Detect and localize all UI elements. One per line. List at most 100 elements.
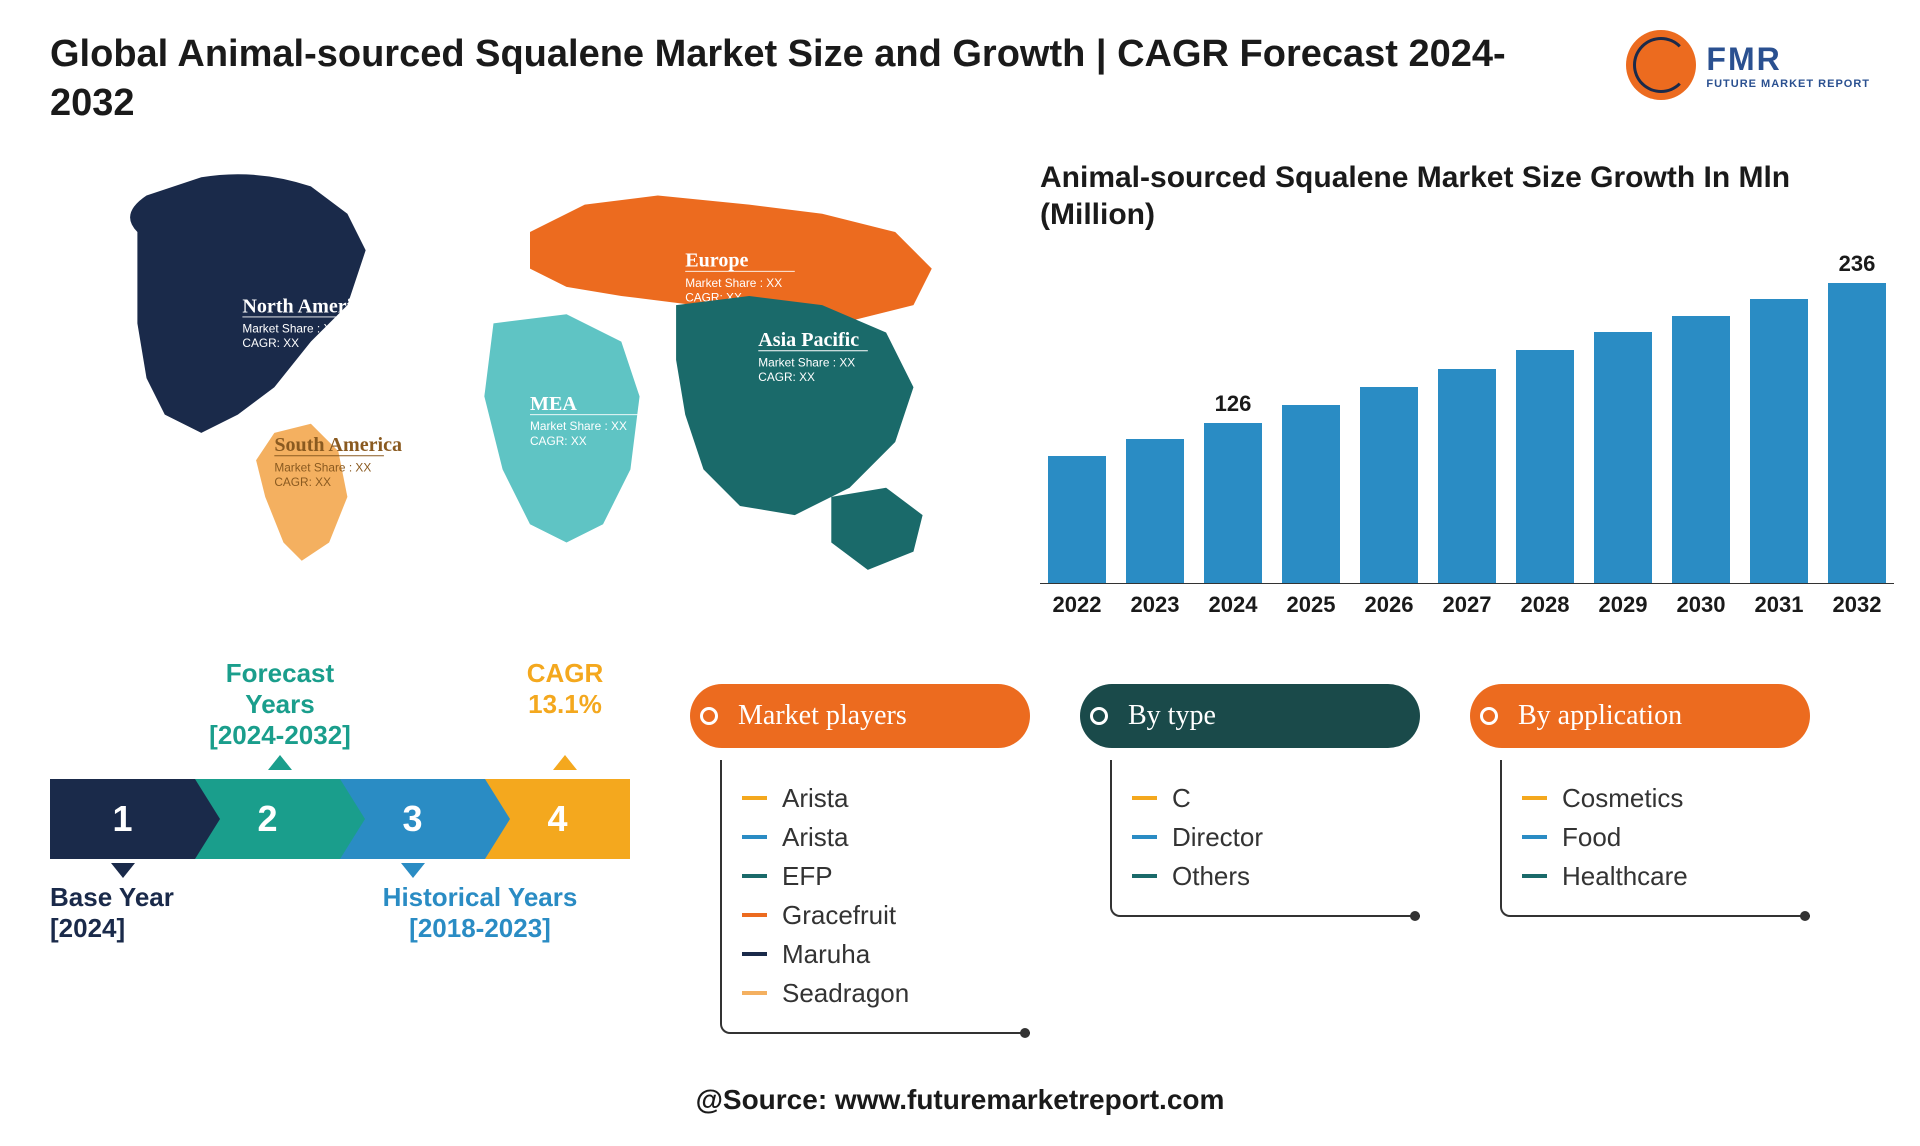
bar-rect — [1048, 456, 1106, 583]
bar-rect — [1516, 350, 1574, 583]
logo-icon — [1626, 30, 1696, 100]
bar-rect — [1828, 283, 1886, 583]
bar-rect — [1750, 299, 1808, 582]
bar-value-label: 126 — [1215, 391, 1252, 417]
bar-rect — [1672, 316, 1730, 583]
dash-icon — [1522, 874, 1547, 878]
category-item: Gracefruit — [742, 900, 1030, 931]
category-item: Others — [1132, 861, 1420, 892]
category-item: Cosmetics — [1522, 783, 1810, 814]
bar-2031 — [1747, 267, 1811, 582]
svg-text:Asia Pacific: Asia Pacific — [758, 329, 859, 351]
timeline-segment-1: 1 — [50, 779, 195, 859]
bar-rect — [1126, 439, 1184, 583]
fmr-logo: FMR FUTURE MARKET REPORT — [1626, 30, 1870, 100]
category-pill: Market players — [690, 684, 1030, 748]
bar-2030 — [1669, 284, 1733, 583]
svg-text:MEA: MEA — [530, 393, 577, 415]
bar-year-label: 2025 — [1279, 592, 1343, 618]
historical-label: Historical Years [2018-2023] — [360, 882, 600, 944]
dash-icon — [742, 796, 767, 800]
bar-2024: 126 — [1201, 391, 1265, 583]
bar-year-label: 2022 — [1045, 592, 1109, 618]
svg-text:CAGR: XX: CAGR: XX — [530, 434, 587, 448]
category-pill: By application — [1470, 684, 1810, 748]
bar-value-label: 236 — [1839, 251, 1876, 277]
page-title: Global Animal-sourced Squalene Market Si… — [50, 30, 1550, 129]
category-item: Healthcare — [1522, 861, 1810, 892]
bar-chart-xaxis: 2022202320242025202620272028202920302031… — [1040, 584, 1894, 618]
category-title: By application — [1518, 700, 1682, 732]
category-item-text: C — [1172, 783, 1191, 814]
bar-rect — [1438, 369, 1496, 583]
dash-icon — [1522, 796, 1547, 800]
svg-text:Market Share : XX: Market Share : XX — [685, 276, 782, 290]
arrow-down-icon — [111, 863, 135, 878]
category-column: By application Cosmetics Food Healthcare — [1470, 684, 1810, 1034]
bar-year-label: 2024 — [1201, 592, 1265, 618]
category-item: Arista — [742, 822, 1030, 853]
bar-2025 — [1279, 373, 1343, 583]
bar-rect — [1594, 332, 1652, 582]
category-pill: By type — [1080, 684, 1420, 748]
dash-icon — [742, 913, 767, 917]
source-text: @Source: www.futuremarketreport.com — [696, 1084, 1225, 1116]
cagr-label: CAGR 13.1% — [490, 658, 640, 751]
svg-text:CAGR: XX: CAGR: XX — [274, 475, 331, 489]
svg-text:Market Share : XX: Market Share : XX — [530, 419, 627, 433]
svg-text:South America: South America — [274, 434, 402, 456]
category-item-text: Arista — [782, 783, 848, 814]
category-column: By type C Director Others — [1080, 684, 1420, 1034]
bar-2023 — [1123, 407, 1187, 583]
svg-text:Market Share : XX: Market Share : XX — [242, 321, 339, 335]
bar-chart: 126 236 — [1040, 244, 1894, 584]
category-bracket: Cosmetics Food Healthcare — [1500, 760, 1810, 917]
logo-text-sub: FUTURE MARKET REPORT — [1706, 78, 1870, 90]
world-map: North AmericaMarket Share : XXCAGR: XXSo… — [50, 159, 1010, 579]
category-item: Food — [1522, 822, 1810, 853]
category-item-text: EFP — [782, 861, 833, 892]
bar-2028 — [1513, 318, 1577, 583]
bar-chart-title: Animal-sourced Squalene Market Size Grow… — [1040, 159, 1894, 234]
category-item: EFP — [742, 861, 1030, 892]
dot-icon — [700, 707, 718, 725]
category-item-text: Others — [1172, 861, 1250, 892]
bar-year-label: 2031 — [1747, 592, 1811, 618]
bar-2029 — [1591, 300, 1655, 582]
svg-text:Market Share : XX: Market Share : XX — [274, 460, 371, 474]
category-bracket: C Director Others — [1110, 760, 1420, 917]
bar-2026 — [1357, 355, 1421, 583]
bar-year-label: 2030 — [1669, 592, 1733, 618]
bar-rect — [1360, 387, 1418, 583]
bar-year-label: 2029 — [1591, 592, 1655, 618]
arrow-up-icon — [553, 755, 577, 770]
timeline-bar: 1234 — [50, 779, 650, 859]
category-item-text: Director — [1172, 822, 1263, 853]
category-item-text: Arista — [782, 822, 848, 853]
category-column: Market playersAristaAristaEFPGracefruitM… — [690, 684, 1030, 1034]
dash-icon — [1132, 835, 1157, 839]
dash-icon — [1132, 796, 1157, 800]
arrow-up-icon — [268, 755, 292, 770]
dot-icon — [1090, 707, 1108, 725]
svg-text:CAGR: XX: CAGR: XX — [758, 370, 815, 384]
dot-icon — [1480, 707, 1498, 725]
svg-text:CAGR: XX: CAGR: XX — [242, 336, 299, 350]
arrow-down-icon — [401, 863, 425, 878]
category-item: C — [1132, 783, 1420, 814]
svg-text:Market Share : XX: Market Share : XX — [758, 355, 855, 369]
category-item: Arista — [742, 783, 1030, 814]
logo-text-main: FMR — [1706, 41, 1870, 78]
dash-icon — [742, 991, 767, 995]
bar-2022 — [1045, 424, 1109, 583]
category-item: Director — [1132, 822, 1420, 853]
base-year-label: Base Year [2024] — [50, 882, 230, 944]
category-item: Seadragon — [742, 978, 1030, 1009]
bar-year-label: 2028 — [1513, 592, 1577, 618]
category-item-text: Gracefruit — [782, 900, 896, 931]
forecast-label: Forecast Years [2024-2032] — [190, 658, 370, 751]
category-item-text: Cosmetics — [1562, 783, 1683, 814]
svg-text:North America: North America — [242, 295, 371, 317]
category-item-text: Healthcare — [1562, 861, 1688, 892]
bar-year-label: 2027 — [1435, 592, 1499, 618]
